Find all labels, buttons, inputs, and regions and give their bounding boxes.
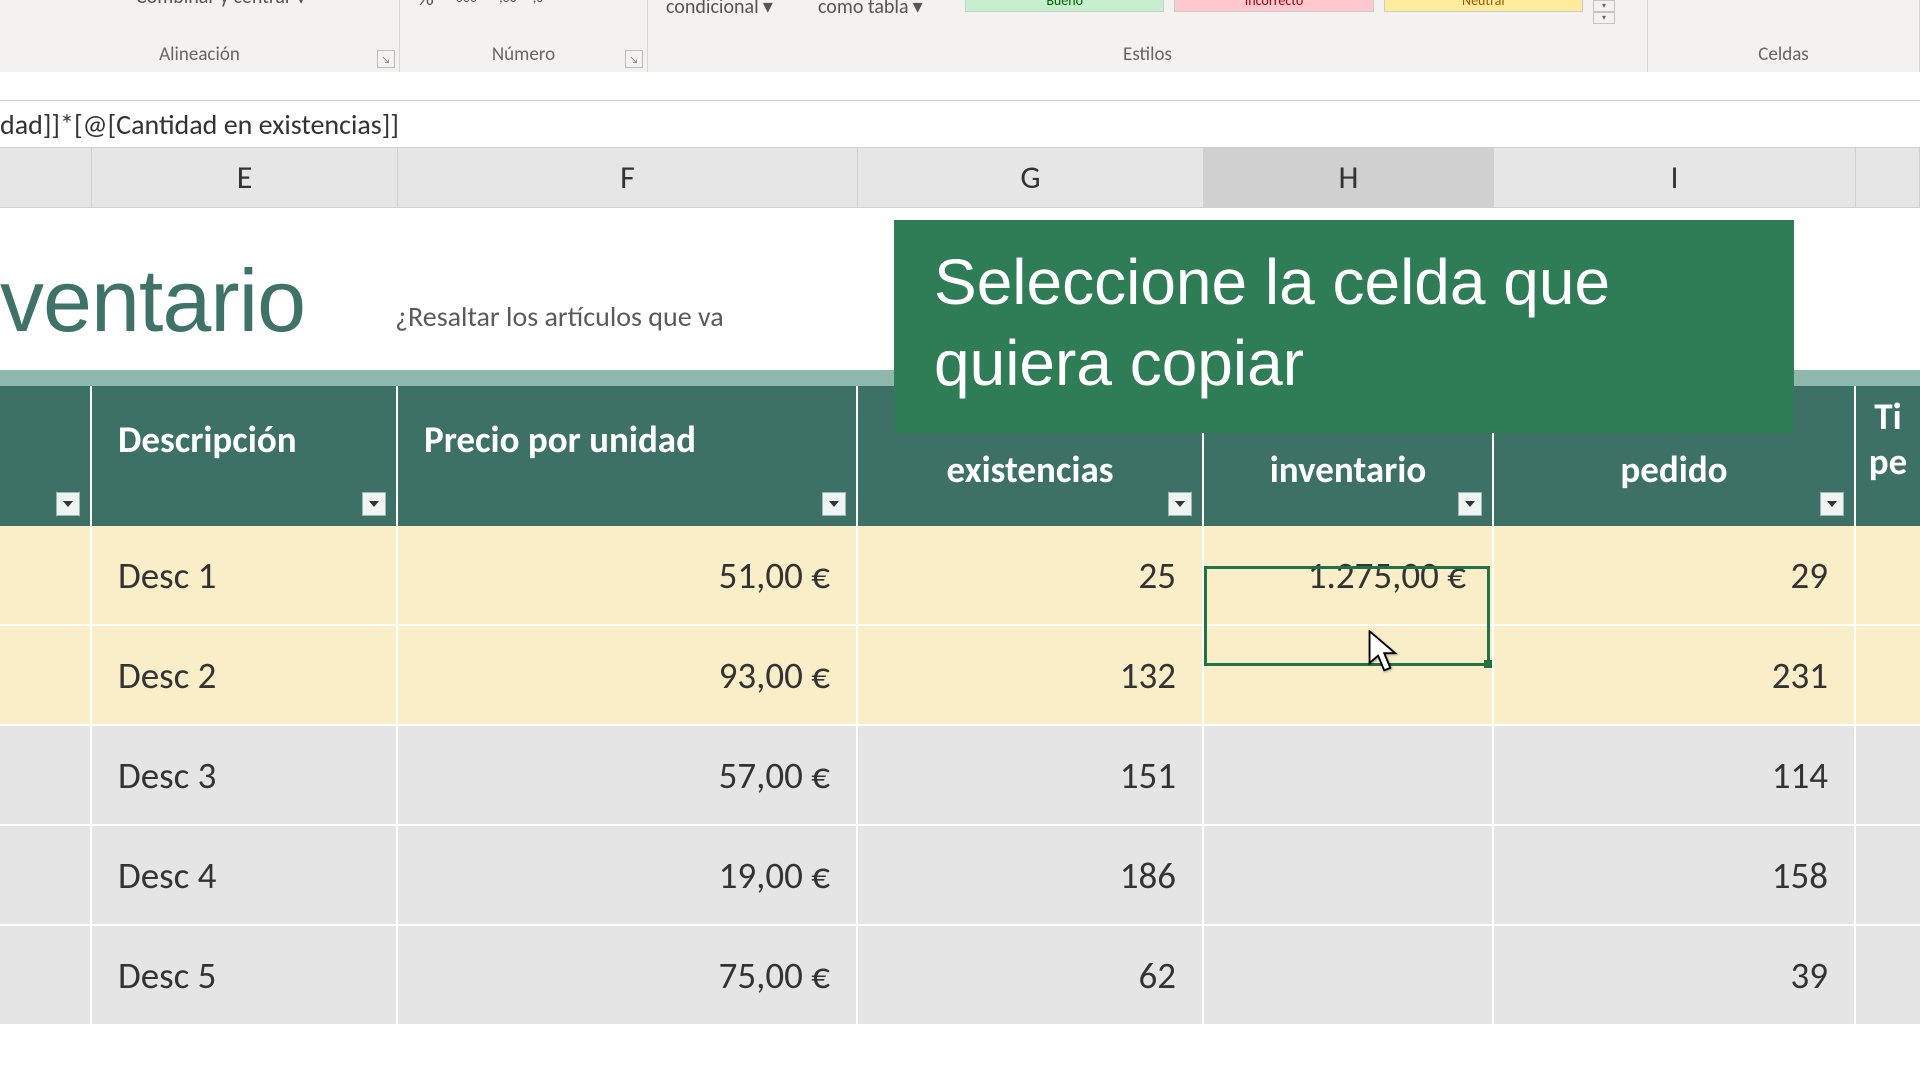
page-title: ventario — [0, 250, 305, 352]
styles-gallery-scroll[interactable]: ▴▾▾ — [1593, 0, 1615, 24]
cell-inventario[interactable] — [1204, 626, 1494, 724]
column-header-F[interactable]: F — [398, 148, 858, 207]
cell-existencias[interactable]: 25 — [858, 526, 1204, 624]
cell-descripcion[interactable]: Desc 2 — [92, 626, 398, 724]
formula-bar-text: dad]]*[@[Cantidad en existencias]] — [0, 107, 399, 142]
column-header-I[interactable]: I — [1494, 148, 1856, 207]
table-header-stub — [0, 386, 92, 526]
row-stub — [0, 626, 92, 724]
style-good[interactable]: Bueno — [965, 0, 1164, 12]
cell-precio[interactable]: 93,00 € — [398, 626, 858, 724]
cell-precio[interactable]: 51,00 € — [398, 526, 858, 624]
table-header-descripcion: Descripción — [92, 386, 398, 526]
table-row[interactable]: Desc 575,00 €62 39 — [0, 926, 1920, 1026]
ribbon-group-cells-label: Celdas — [1758, 43, 1808, 66]
th-label: existencias — [947, 447, 1114, 492]
cell-existencias[interactable]: 132 — [858, 626, 1204, 724]
table-row[interactable]: Desc 293,00 €132 231 — [0, 626, 1920, 726]
cell-precio[interactable]: 57,00 € — [398, 726, 858, 824]
cell-inventario[interactable] — [1204, 726, 1494, 824]
th-label: Precio por unidad — [424, 417, 696, 462]
cell-pedido[interactable]: 231 — [1494, 626, 1856, 724]
page-subtitle: ¿Resaltar los artículos que va — [395, 299, 724, 334]
th-label: pedido — [1620, 447, 1727, 492]
cell-tail — [1856, 526, 1920, 624]
filter-button-existencias[interactable] — [1168, 492, 1192, 516]
cell-tail — [1856, 626, 1920, 724]
cell-styles-gallery: Bueno Incorrecto Neutral ▴▾▾ — [965, 0, 1615, 24]
filter-button-descripcion[interactable] — [362, 492, 386, 516]
number-dialog-launcher-icon[interactable]: ↘ — [625, 50, 643, 68]
row-stub — [0, 726, 92, 824]
cell-existencias[interactable]: 151 — [858, 726, 1204, 824]
alignment-dialog-launcher-icon[interactable]: ↘ — [377, 50, 395, 68]
style-bad[interactable]: Incorrecto — [1174, 0, 1373, 12]
th-label: inventario — [1270, 447, 1427, 492]
ribbon: Combinar y centrar ▾ % 000 ,00 ,0 condic… — [0, 0, 1920, 72]
column-header-stub[interactable] — [0, 148, 92, 207]
th-label: Descripción — [118, 417, 297, 462]
row-stub — [0, 826, 92, 924]
th-label: Ti pe — [1869, 394, 1907, 484]
table-header-precio: Precio por unidad — [398, 386, 858, 526]
cell-tail — [1856, 726, 1920, 824]
cell-pedido[interactable]: 158 — [1494, 826, 1856, 924]
cell-inventario[interactable] — [1204, 926, 1494, 1024]
table-row[interactable]: Desc 357,00 €151 114 — [0, 726, 1920, 826]
filter-button-inventario[interactable] — [1458, 492, 1482, 516]
cell-descripcion[interactable]: Desc 1 — [92, 526, 398, 624]
row-stub — [0, 526, 92, 624]
column-header-H[interactable]: H — [1204, 148, 1494, 207]
cell-pedido[interactable]: 39 — [1494, 926, 1856, 1024]
style-neutral[interactable]: Neutral — [1384, 0, 1583, 12]
column-header-G[interactable]: G — [858, 148, 1204, 207]
cell-inventario[interactable] — [1204, 826, 1494, 924]
filter-button-precio[interactable] — [822, 492, 846, 516]
ribbon-group-number: Número ↘ — [400, 0, 648, 72]
cell-existencias[interactable]: 186 — [858, 826, 1204, 924]
column-header-E[interactable]: E — [92, 148, 398, 207]
cell-precio[interactable]: 75,00 € — [398, 926, 858, 1024]
cell-tail — [1856, 826, 1920, 924]
instruction-callout: Seleccione la celda que quiera copiar — [894, 220, 1794, 433]
ribbon-group-alignment-label: Alineación — [159, 43, 240, 66]
filter-button-pedido[interactable] — [1820, 492, 1844, 516]
column-header-row: E F G H I — [0, 148, 1920, 208]
ribbon-group-number-label: Número — [492, 43, 555, 66]
row-stub — [0, 926, 92, 1024]
cell-inventario[interactable]: 1.275,00 € — [1204, 526, 1494, 624]
cell-precio[interactable]: 19,00 € — [398, 826, 858, 924]
ribbon-group-cells: Celdas — [1648, 0, 1920, 72]
cell-pedido[interactable]: 114 — [1494, 726, 1856, 824]
table-body: Desc 151,00 €251.275,00 €29Desc 293,00 €… — [0, 526, 1920, 1026]
table-row[interactable]: Desc 151,00 €251.275,00 €29 — [0, 526, 1920, 626]
cell-existencias[interactable]: 62 — [858, 926, 1204, 1024]
ribbon-group-alignment: Alineación ↘ — [0, 0, 400, 72]
cell-descripcion[interactable]: Desc 5 — [92, 926, 398, 1024]
formula-bar[interactable]: dad]]*[@[Cantidad en existencias]] — [0, 100, 1920, 148]
table-header-tail: Ti pe — [1856, 386, 1920, 526]
cell-descripcion[interactable]: Desc 3 — [92, 726, 398, 824]
cell-descripcion[interactable]: Desc 4 — [92, 826, 398, 924]
cell-tail — [1856, 926, 1920, 1024]
table-row[interactable]: Desc 419,00 €186 158 — [0, 826, 1920, 926]
filter-button-stub[interactable] — [56, 492, 80, 516]
ribbon-group-styles-label: Estilos — [1123, 43, 1172, 66]
cell-pedido[interactable]: 29 — [1494, 526, 1856, 624]
column-header-tail[interactable] — [1856, 148, 1920, 207]
callout-text: Seleccione la celda que quiera copiar — [934, 246, 1610, 399]
